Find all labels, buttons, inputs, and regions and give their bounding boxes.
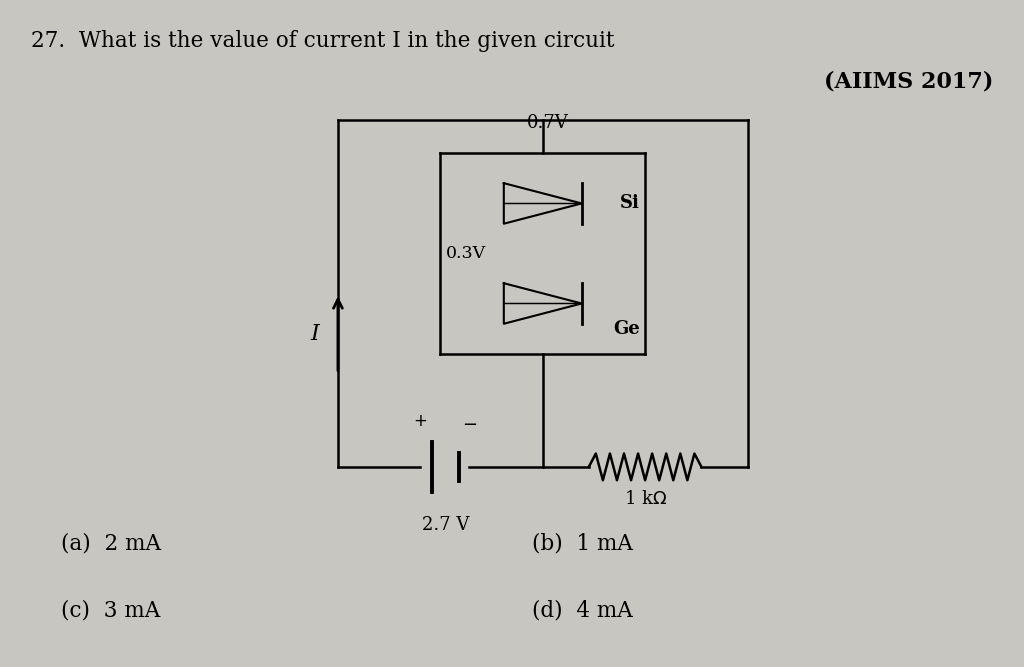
Text: (d)  4 mA: (d) 4 mA [532,600,633,621]
Text: Si: Si [621,195,640,212]
Text: (AIIMS 2017): (AIIMS 2017) [824,70,993,92]
Text: 0.7V: 0.7V [527,115,568,132]
Text: Ge: Ge [613,320,640,338]
Text: 27.  What is the value of current I in the given circuit: 27. What is the value of current I in th… [31,30,614,52]
Text: 2.7 V: 2.7 V [422,516,469,534]
Text: −: − [462,416,477,434]
Text: (a)  2 mA: (a) 2 mA [61,533,162,554]
Text: I: I [310,323,319,344]
Text: +: + [413,412,427,430]
Text: 1 k$\Omega$: 1 k$\Omega$ [624,490,667,508]
Text: (b)  1 mA: (b) 1 mA [532,533,634,554]
Text: (c)  3 mA: (c) 3 mA [61,600,161,621]
Text: 0.3V: 0.3V [445,245,485,262]
